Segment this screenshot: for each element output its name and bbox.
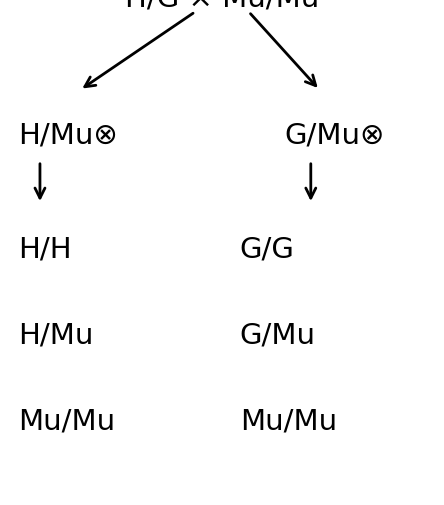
Text: Mu/Mu: Mu/Mu <box>240 407 337 434</box>
Text: Mu/Mu: Mu/Mu <box>18 407 115 434</box>
Text: H/G × Mu/Mu: H/G × Mu/Mu <box>125 0 319 13</box>
Text: H/Mu⊗: H/Mu⊗ <box>18 121 118 149</box>
Text: H/H: H/H <box>18 235 71 263</box>
Text: G/Mu: G/Mu <box>240 321 316 348</box>
Text: G/Mu⊗: G/Mu⊗ <box>284 121 385 149</box>
Text: H/Mu: H/Mu <box>18 321 93 348</box>
Text: G/G: G/G <box>240 235 295 263</box>
